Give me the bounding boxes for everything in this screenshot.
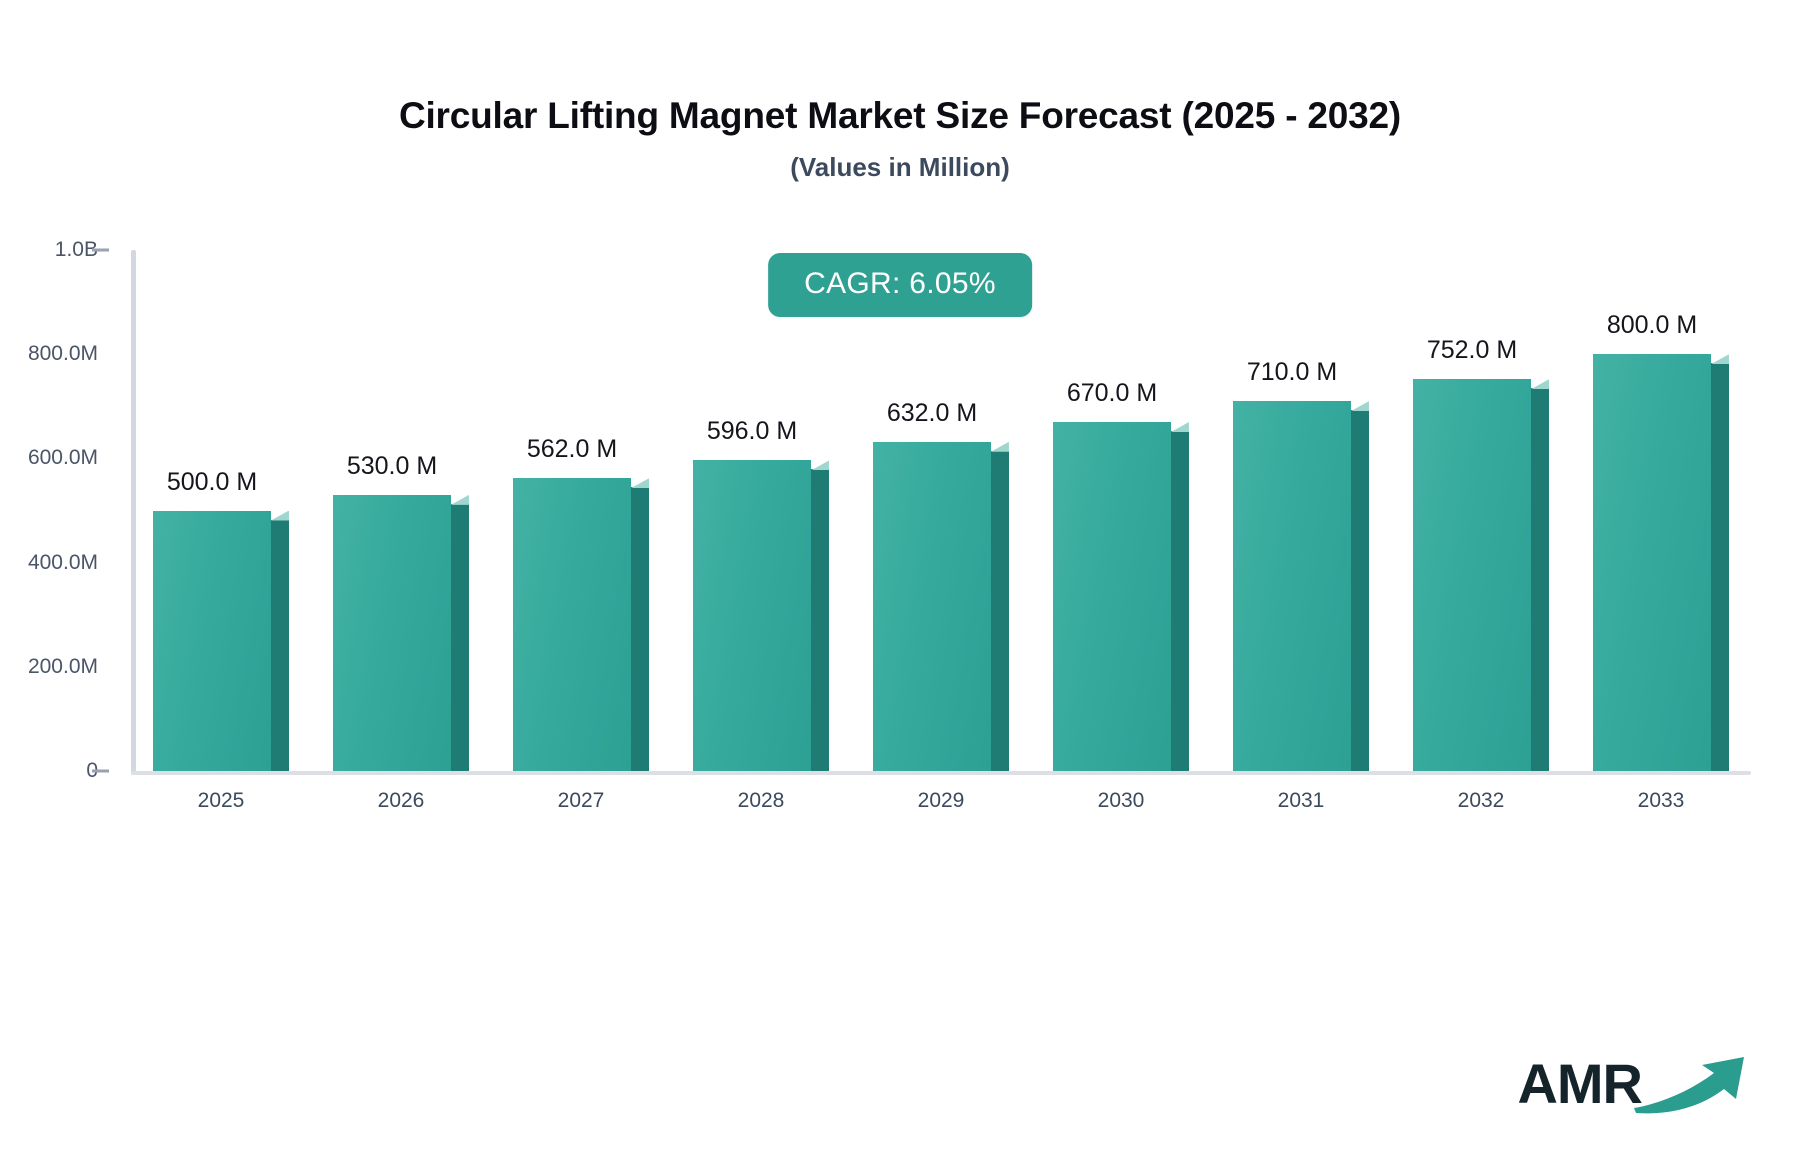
bar-face <box>1233 401 1351 771</box>
bar-column[interactable]: 670.0 M <box>1053 250 1189 771</box>
bar-value-label: 670.0 M <box>1066 378 1158 407</box>
bar-top-bevel <box>990 441 1009 452</box>
bar-top-bevel <box>1530 379 1549 390</box>
bar-side-shadow <box>1710 363 1729 771</box>
bar-face <box>153 510 271 771</box>
bar-face <box>1593 354 1711 771</box>
bar-column[interactable]: 710.0 M <box>1233 250 1369 771</box>
bar-value-label: 500.0 M <box>166 467 258 496</box>
bar-value-label: 530.0 M <box>346 451 438 480</box>
x-axis-line <box>131 771 1751 775</box>
bar-top-bevel <box>1170 421 1189 432</box>
bar-column[interactable]: 800.0 M <box>1593 250 1729 771</box>
chart-header: Circular Lifting Magnet Market Size Fore… <box>0 95 1800 182</box>
chart-subtitle: (Values in Million) <box>790 151 1010 182</box>
bar-column[interactable]: 530.0 M <box>333 250 469 771</box>
x-axis-tick-label: 2029 <box>917 789 965 812</box>
bar-series: 500.0 M 530.0 M 562.0 M 596.0 M 632.0 M 670.0… <box>131 250 1751 771</box>
bar[interactable] <box>333 494 469 771</box>
amr-logo-text: AMR <box>1517 1051 1643 1115</box>
bar[interactable] <box>1413 379 1549 771</box>
bar-side-shadow <box>990 450 1009 771</box>
bar-value-label: 752.0 M <box>1426 336 1518 365</box>
bar[interactable] <box>153 510 289 771</box>
bar-top-bevel <box>630 478 649 489</box>
y-axis-tick-label: 800.0M <box>27 342 98 366</box>
x-axis-tick-label: 2033 <box>1637 789 1685 812</box>
bar-side-shadow <box>810 469 829 771</box>
bar-side-shadow <box>630 487 649 771</box>
x-axis-tick-label: 2027 <box>557 789 605 812</box>
x-axis-tick-label: 2031 <box>1277 789 1325 812</box>
bar-side-shadow <box>270 519 289 771</box>
bar[interactable] <box>1233 401 1369 771</box>
bar[interactable] <box>693 460 829 771</box>
bar-side-shadow <box>1350 410 1369 771</box>
bar-face <box>693 460 811 771</box>
bar-value-label: 562.0 M <box>526 435 618 464</box>
bar-top-bevel <box>1350 401 1369 412</box>
bar-top-bevel <box>1710 354 1729 365</box>
bar[interactable] <box>1593 354 1729 771</box>
bar[interactable] <box>1053 421 1189 771</box>
bar-column[interactable]: 596.0 M <box>693 250 829 771</box>
bar-value-label: 632.0 M <box>886 398 978 427</box>
bar-face <box>1413 379 1531 771</box>
x-axis-tick-label: 2028 <box>737 789 785 812</box>
bar-value-label: 596.0 M <box>706 417 798 446</box>
cagr-badge: CAGR: 6.05% <box>768 253 1032 317</box>
y-axis-tick-label: 400.0M <box>27 550 98 574</box>
bar-side-shadow <box>450 503 469 771</box>
bar-face <box>873 441 991 771</box>
bar-top-bevel <box>270 510 289 521</box>
bar-face <box>513 478 631 771</box>
bar-top-bevel <box>810 460 829 471</box>
page-title: Circular Lifting Magnet Market Size Fore… <box>398 95 1402 136</box>
y-axis-tick-mark <box>92 248 109 252</box>
bar-face <box>333 494 451 771</box>
bar-value-label: 800.0 M <box>1606 311 1698 340</box>
y-axis-tick-label: 0 <box>0 759 98 783</box>
bar[interactable] <box>513 478 649 771</box>
bar-side-shadow <box>1170 430 1189 771</box>
x-axis-tick-label: 2025 <box>197 789 245 812</box>
bar-column[interactable]: 752.0 M <box>1413 250 1549 771</box>
x-axis-tick-label: 2032 <box>1457 789 1505 812</box>
x-axis-tick-label: 2026 <box>377 789 425 812</box>
y-axis-tick-label: 600.0M <box>27 446 98 470</box>
bar-column[interactable]: 500.0 M <box>153 250 289 771</box>
y-axis-tick-mark <box>92 769 109 773</box>
bar-face <box>1053 421 1171 771</box>
amr-logo: AMR <box>1517 1047 1750 1120</box>
y-axis-tick-label: 1.0B <box>54 238 98 261</box>
bar-column[interactable]: 632.0 M <box>873 250 1009 771</box>
bar-column[interactable]: 562.0 M <box>513 250 649 771</box>
growth-arrow-icon <box>1632 1053 1750 1120</box>
bar-top-bevel <box>450 494 469 505</box>
y-axis-line <box>131 250 136 775</box>
bar-value-label: 710.0 M <box>1246 358 1338 387</box>
bar-side-shadow <box>1530 388 1549 771</box>
y-axis-tick-label: 200.0M <box>27 654 98 678</box>
bar[interactable] <box>873 441 1009 771</box>
x-axis-tick-label: 2030 <box>1097 789 1145 812</box>
